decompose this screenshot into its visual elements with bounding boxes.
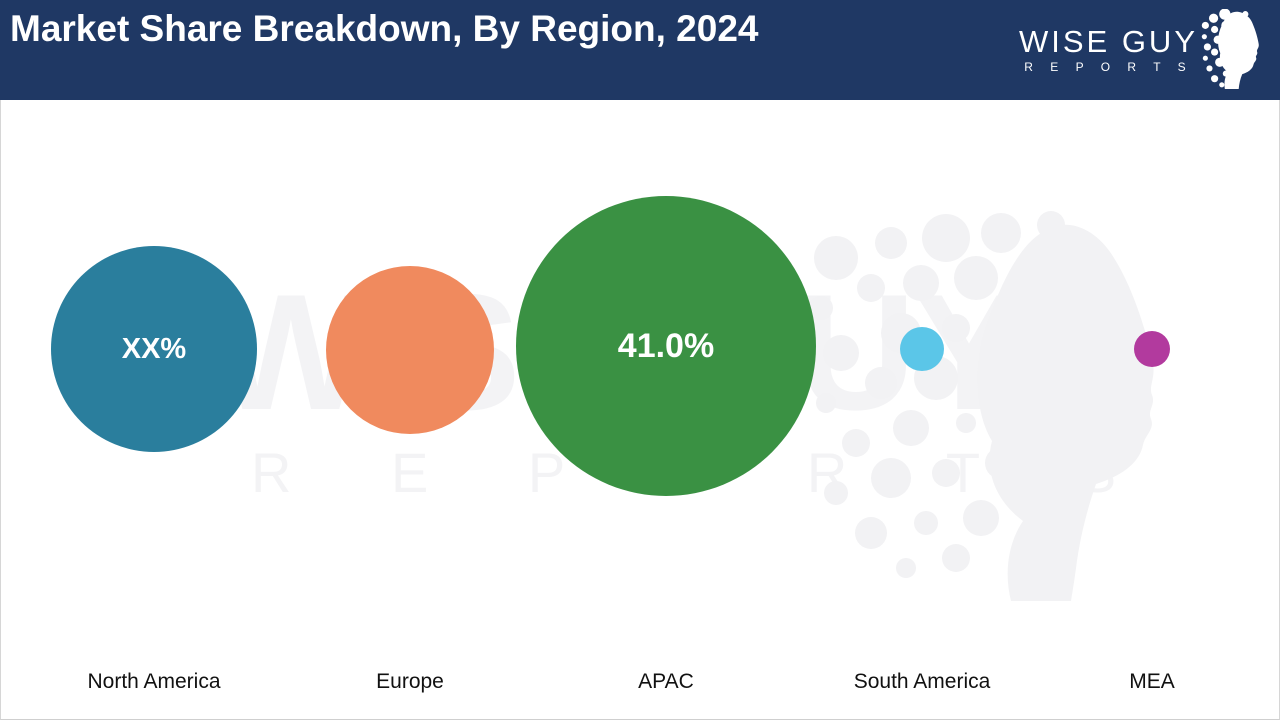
- brand-subtitle: R E P O R T S: [1024, 60, 1193, 75]
- brand-logo-text: WISE GUY R E P O R T S: [1018, 23, 1198, 75]
- brand-name: WISE GUY: [1018, 23, 1198, 59]
- bubble-value-apac: 41.0%: [617, 326, 715, 365]
- region-label-north-america: North America: [87, 670, 221, 693]
- watermark-head-icon: [809, 211, 1154, 601]
- bubble-north-america: XX%: [51, 246, 257, 452]
- bubble-mea: [1134, 331, 1170, 367]
- bubble-value-north-america: XX%: [121, 332, 187, 365]
- brand-head-icon: [1201, 9, 1259, 89]
- bubble-europe: [326, 266, 494, 434]
- page-title: Market Share Breakdown, By Region, 2024: [10, 8, 759, 49]
- region-label-apac: APAC: [638, 670, 694, 693]
- region-label-south-america: South America: [853, 670, 991, 693]
- brand-logo: WISE GUY R E P O R T S: [1019, 8, 1262, 92]
- region-label-mea: MEA: [1129, 670, 1175, 693]
- bubble-apac: 41.0%: [516, 196, 816, 496]
- header-bar: Market Share Breakdown, By Region, 2024 …: [0, 0, 1280, 100]
- region-label-europe: Europe: [376, 670, 444, 693]
- bubble-south-america: [900, 327, 944, 371]
- bubble-plot: WISE GUY R E P O R T S XX%North AmericaE…: [0, 100, 1280, 720]
